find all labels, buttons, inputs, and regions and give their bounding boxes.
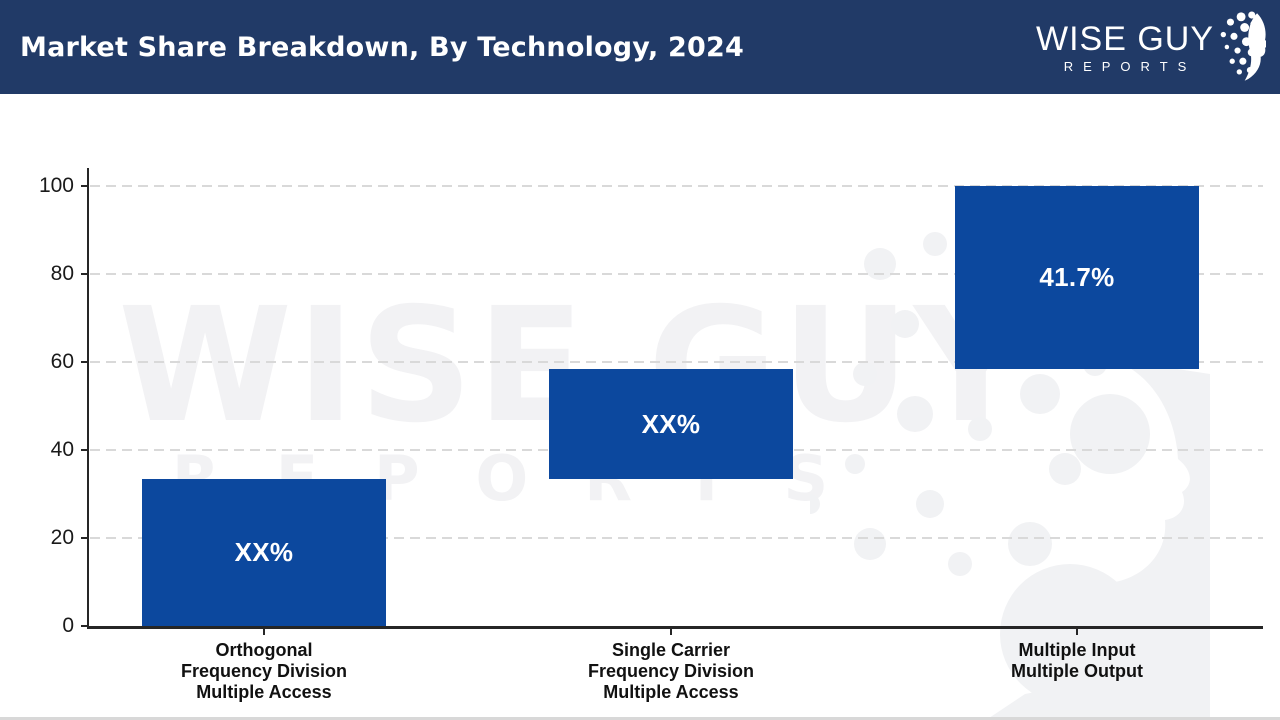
brand-logo: WISE GUY REPORTS (1036, 6, 1266, 88)
y-tick-60 (81, 361, 88, 363)
y-tick-label-40: 40 (50, 438, 74, 461)
x-axis-line (87, 626, 1263, 629)
header-bar: Market Share Breakdown, By Technology, 2… (0, 0, 1280, 94)
x-tick-2 (670, 629, 672, 635)
bar-value-label-2: XX% (641, 408, 701, 439)
y-tick-20 (81, 537, 88, 539)
chart-title: Market Share Breakdown, By Technology, 2… (20, 31, 745, 63)
chart-area: WISE GUY REPORTS 0 20 40 60 80 100 XX% Orthogon… (0, 94, 1280, 720)
gridline-20 (90, 537, 1263, 539)
plot: 0 20 40 60 80 100 XX% Orthogonal Frequency Divis… (0, 94, 1280, 720)
bar-segment-3: 41.7% (955, 186, 1199, 370)
category-label-3: Multiple Input Multiple Output (907, 640, 1247, 682)
x-tick-1 (263, 629, 265, 635)
y-tick-40 (81, 449, 88, 451)
bar-segment-1: XX% (142, 479, 386, 626)
y-tick-label-80: 80 (50, 262, 74, 285)
bar-value-label-1: XX% (234, 537, 294, 568)
y-tick-100 (81, 185, 88, 187)
y-tick-80 (81, 273, 88, 275)
category-label-line: Multiple Input (1018, 640, 1136, 660)
logo-text: WISE GUY REPORTS (1036, 21, 1214, 74)
category-label-line: Multiple Access (196, 682, 332, 702)
y-axis-line (87, 168, 89, 628)
bar-segment-2: XX% (549, 369, 793, 480)
category-label-line: Multiple Access (603, 682, 739, 702)
gridline-60 (90, 361, 1263, 363)
x-tick-3 (1076, 629, 1078, 635)
category-label-line: Orthogonal (215, 640, 313, 660)
logo-subtext: REPORTS (1063, 58, 1197, 74)
bar-value-label-3: 41.7% (1039, 262, 1115, 293)
y-tick-label-100: 100 (38, 174, 74, 197)
logo-face-icon (1220, 11, 1266, 81)
y-tick-0 (81, 625, 88, 627)
logo-wordmark: WISE GUY (1036, 19, 1215, 58)
category-label-line: Frequency Division (180, 661, 348, 681)
category-label-line: Single Carrier (611, 640, 731, 660)
y-tick-label-0: 0 (62, 614, 74, 637)
bottom-divider (0, 717, 1280, 720)
category-label-2: Single Carrier Frequency Division Multiple… (501, 640, 841, 703)
y-tick-label-60: 60 (50, 350, 74, 373)
category-label-line: Multiple Output (1011, 661, 1143, 681)
gridline-100 (90, 185, 1263, 187)
category-label-line: Frequency Division (587, 661, 755, 681)
gridline-80 (90, 273, 1263, 275)
category-label-1: Orthogonal Frequency Division Multiple Acc… (94, 640, 434, 703)
y-tick-label-20: 20 (50, 526, 74, 549)
